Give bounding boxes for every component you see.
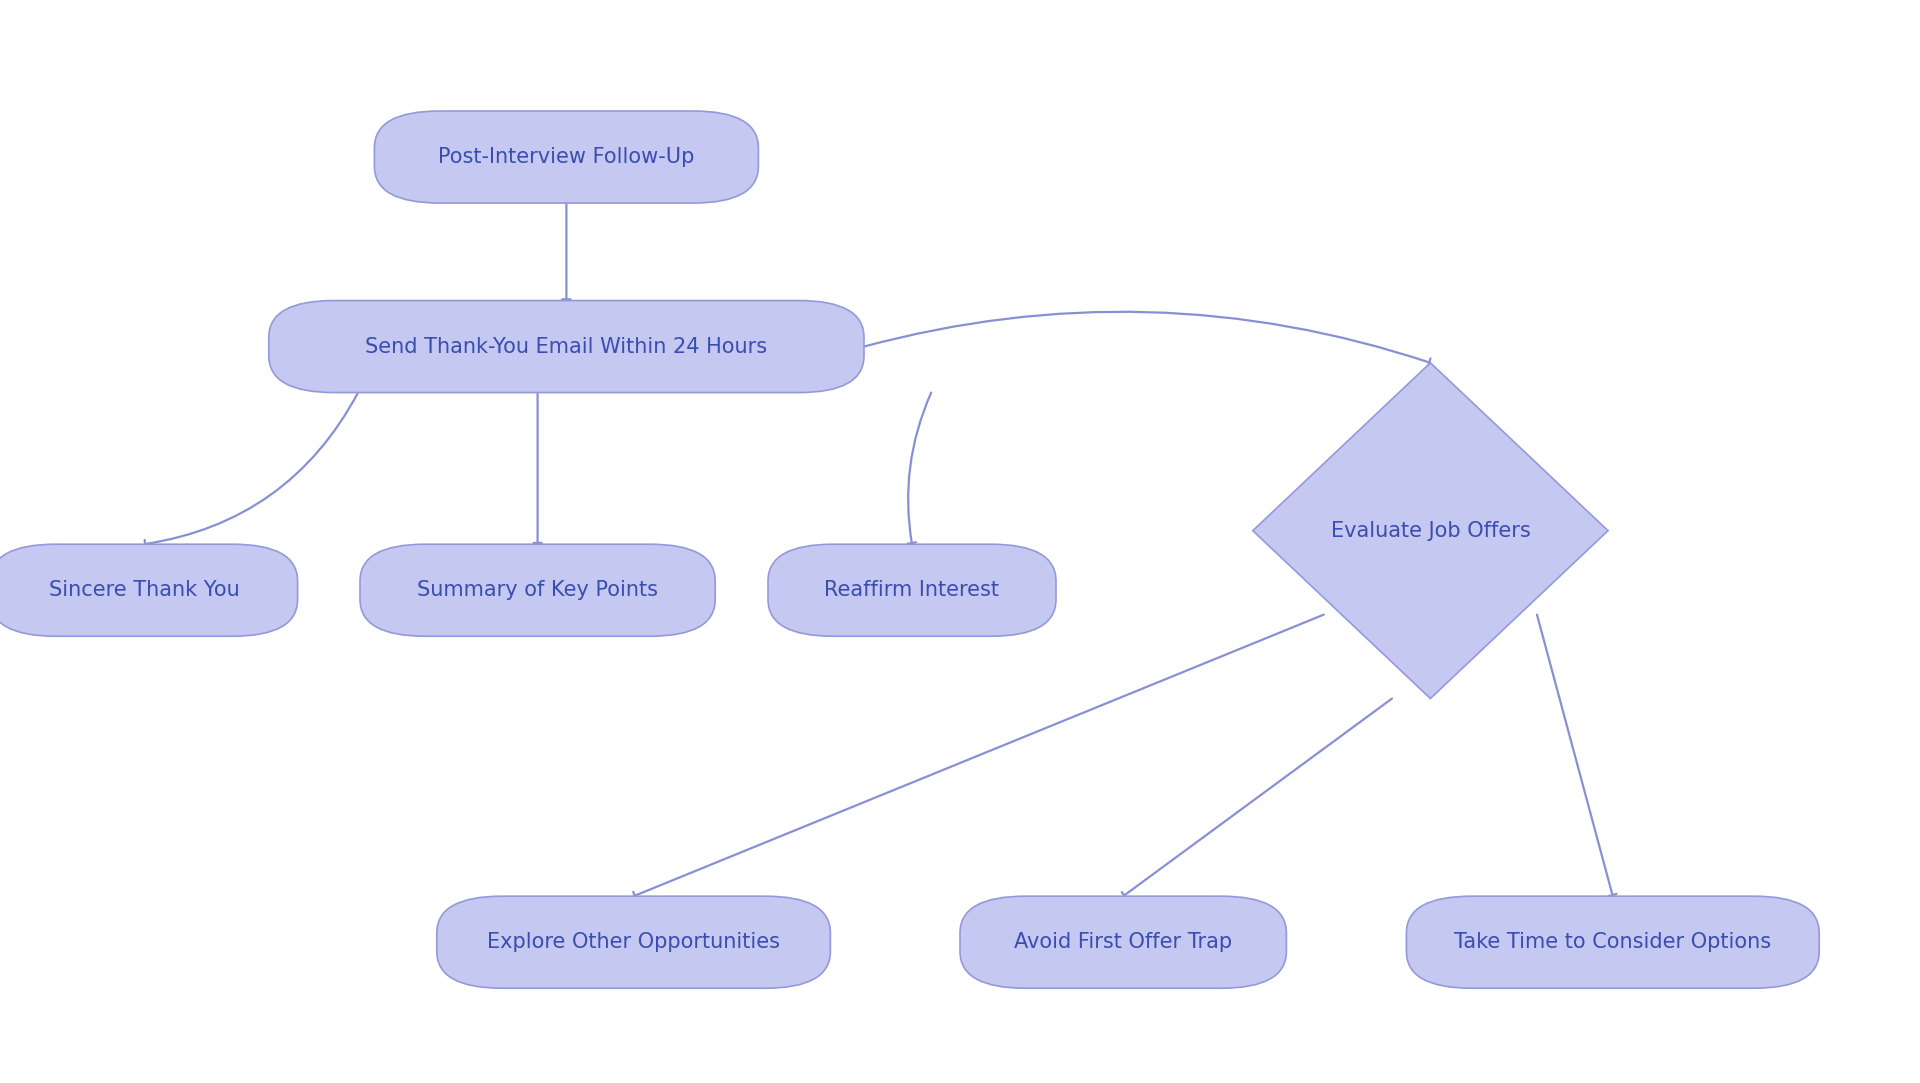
FancyBboxPatch shape: [361, 544, 714, 637]
FancyBboxPatch shape: [768, 544, 1056, 637]
Polygon shape: [1252, 363, 1609, 699]
Text: Explore Other Opportunities: Explore Other Opportunities: [488, 932, 780, 952]
FancyBboxPatch shape: [0, 544, 298, 637]
Text: Post-Interview Follow-Up: Post-Interview Follow-Up: [438, 147, 695, 167]
Text: Summary of Key Points: Summary of Key Points: [417, 580, 659, 600]
Text: Take Time to Consider Options: Take Time to Consider Options: [1453, 932, 1772, 952]
Text: Avoid First Offer Trap: Avoid First Offer Trap: [1014, 932, 1233, 952]
FancyBboxPatch shape: [269, 300, 864, 393]
Text: Evaluate Job Offers: Evaluate Job Offers: [1331, 521, 1530, 540]
Text: Sincere Thank You: Sincere Thank You: [48, 580, 240, 600]
FancyBboxPatch shape: [960, 897, 1286, 988]
Text: Reaffirm Interest: Reaffirm Interest: [824, 580, 1000, 600]
FancyBboxPatch shape: [438, 897, 831, 988]
FancyBboxPatch shape: [1405, 897, 1818, 988]
Text: Send Thank-You Email Within 24 Hours: Send Thank-You Email Within 24 Hours: [365, 337, 768, 356]
FancyBboxPatch shape: [374, 112, 758, 204]
